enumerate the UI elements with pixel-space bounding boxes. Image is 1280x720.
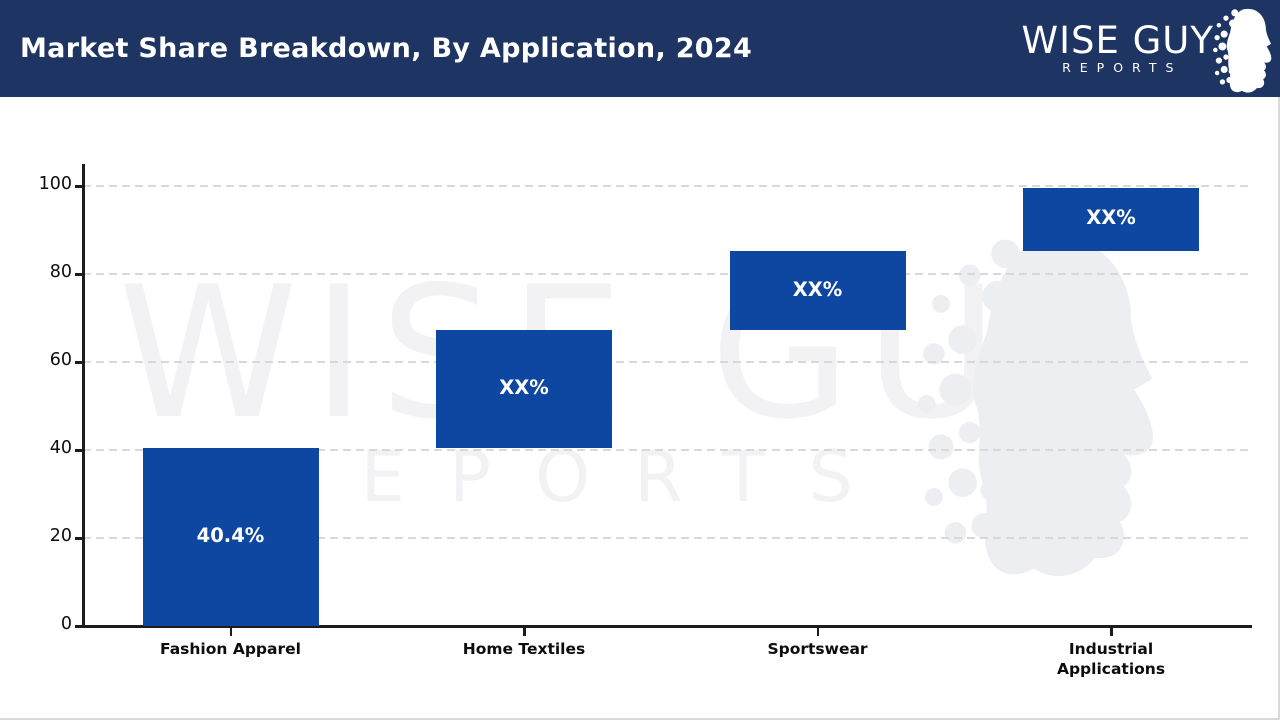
watermark-reports: REPORTS xyxy=(268,436,897,518)
page-bottom-border xyxy=(0,718,1280,720)
ytick-label-60: 60 xyxy=(49,350,72,370)
gridline-100 xyxy=(83,185,1253,187)
xtick-0 xyxy=(229,628,232,636)
header-banner: Market Share Breakdown, By Application, … xyxy=(0,0,1280,97)
ytick-100 xyxy=(75,185,83,188)
bar-0 xyxy=(142,448,319,626)
ytick-0 xyxy=(75,625,83,628)
category-label-2: Sportswear xyxy=(767,640,868,658)
y-axis-line xyxy=(82,164,85,628)
ytick-80 xyxy=(75,273,83,276)
gridline-80 xyxy=(83,273,1253,275)
logo-reports-text: REPORTS xyxy=(1062,60,1183,76)
bar-value-label-2: XX% xyxy=(792,277,843,301)
bar-3 xyxy=(1023,187,1199,252)
xtick-3 xyxy=(1110,628,1113,636)
ytick-label-40: 40 xyxy=(49,438,72,458)
bar-value-label-3: XX% xyxy=(1086,206,1136,230)
bar-2 xyxy=(729,251,906,330)
logo-text: WISE GUY REPORTS xyxy=(1022,22,1214,75)
bar-value-label-1: XX% xyxy=(499,376,549,400)
bar-value-label-0: 40.4% xyxy=(196,524,265,548)
page-right-border xyxy=(1278,97,1280,720)
watermark-name: WISE GUY xyxy=(118,247,1138,459)
gridline-60 xyxy=(83,361,1253,363)
page-title: Market Share Breakdown, By Application, … xyxy=(20,33,753,64)
bar-1 xyxy=(436,329,612,449)
x-axis-line xyxy=(82,625,1252,628)
logo-head-icon xyxy=(1213,8,1272,93)
ytick-label-0: 0 xyxy=(60,614,72,634)
category-label-1: Home Textiles xyxy=(462,640,586,658)
xtick-2 xyxy=(816,628,819,636)
gridline-20 xyxy=(83,537,1253,539)
xtick-1 xyxy=(523,628,526,636)
category-label-0: Fashion Apparel xyxy=(160,640,301,658)
wise-guy-logo: WISE GUY REPORTS xyxy=(1022,2,1274,96)
category-label-3: Industrial Applications xyxy=(1056,640,1166,679)
ytick-label-80: 80 xyxy=(49,262,72,282)
ytick-40 xyxy=(75,449,83,452)
logo-name-text: WISE GUY xyxy=(1021,19,1214,63)
gridline-40 xyxy=(83,449,1253,451)
ytick-20 xyxy=(75,537,83,540)
ytick-60 xyxy=(75,361,83,364)
ytick-label-100: 100 xyxy=(38,174,72,194)
ytick-label-20: 20 xyxy=(49,526,72,546)
